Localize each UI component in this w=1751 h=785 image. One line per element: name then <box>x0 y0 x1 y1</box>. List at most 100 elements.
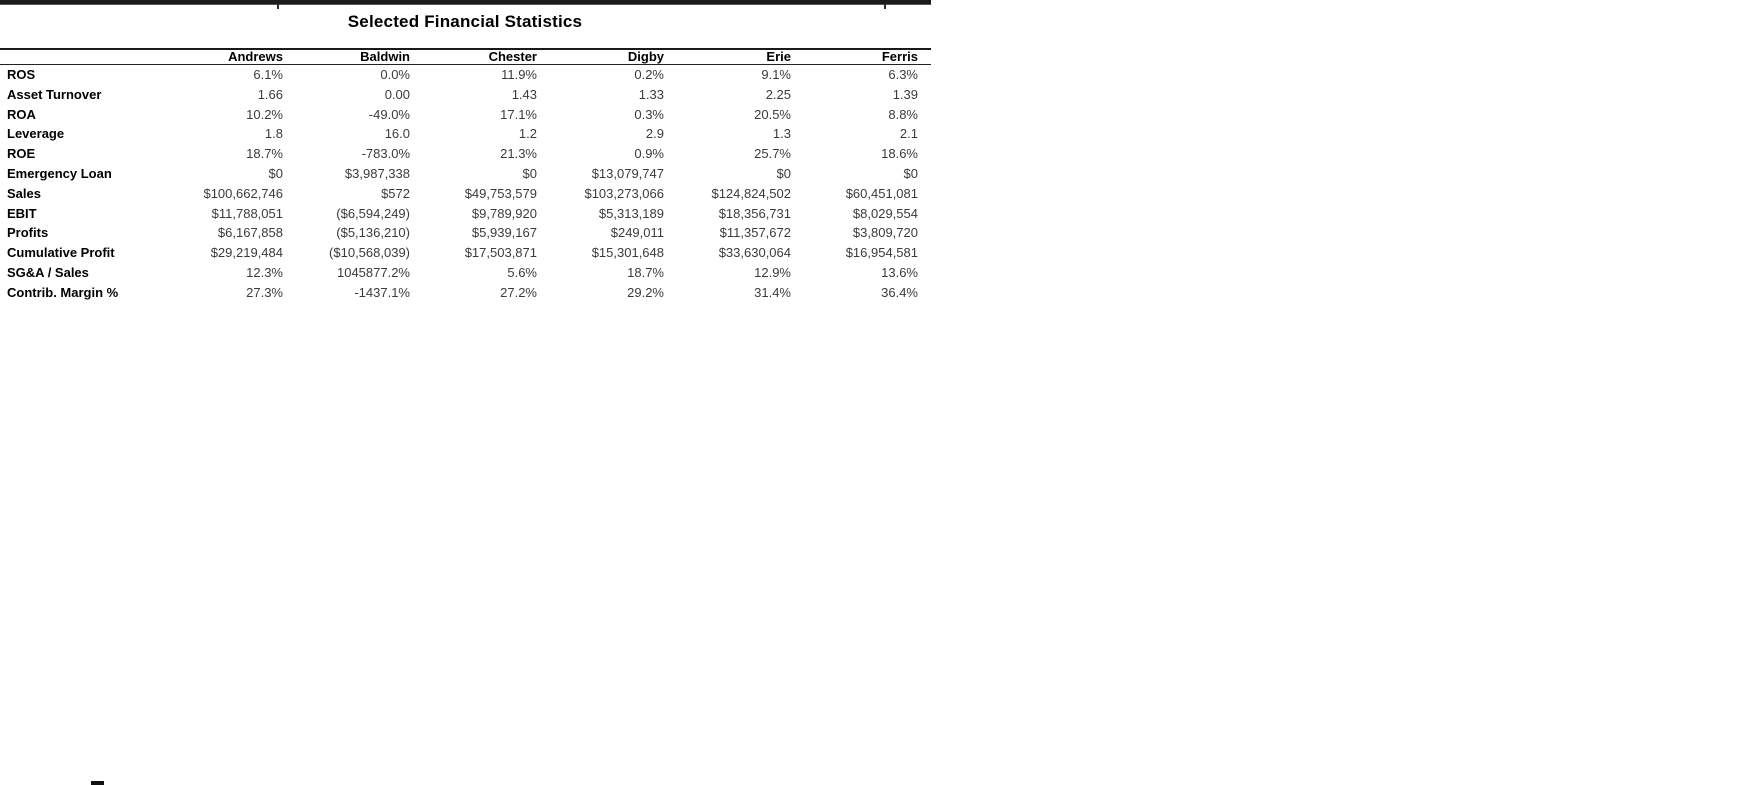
row-label: EBIT <box>7 205 37 221</box>
cell-value: $33,630,064 <box>718 245 791 261</box>
row-label: ROA <box>7 106 36 122</box>
column-divider-tick <box>884 4 886 9</box>
table-row: Emergency Loan $0 $3,987,338 $0 $13,079,747 $… <box>0 164 931 184</box>
cell-value: $0 <box>903 165 918 181</box>
row-label: Sales <box>7 185 41 201</box>
financial-statistics-table: Andrews Baldwin Chester Digby Erie Ferris ROS… <box>0 50 931 303</box>
row-label: ROS <box>7 67 36 82</box>
cell-value: $15,301,648 <box>591 245 664 261</box>
cell-value: $0 <box>268 165 283 181</box>
cell-value: $16,954,581 <box>845 245 918 261</box>
table-row: Contrib. Margin % 27.3% -1437.1% 27.2% 29.2%… <box>0 283 931 303</box>
cell-value: $60,451,081 <box>845 185 918 201</box>
cell-value: 0.9% <box>634 146 664 162</box>
cell-value: $0 <box>522 165 537 181</box>
company-column-header: Erie <box>677 50 804 65</box>
row-label-header <box>0 50 169 65</box>
cell-value: 18.6% <box>881 146 918 162</box>
cell-value: $29,219,484 <box>210 245 283 261</box>
row-label: SG&A / Sales <box>7 264 89 280</box>
cell-value: 1.43 <box>511 86 537 102</box>
cell-value: 0.00 <box>384 86 410 102</box>
row-label: Leverage <box>7 126 65 142</box>
cell-value: 18.7% <box>627 264 664 280</box>
company-column-header: Digby <box>550 50 677 65</box>
cell-value: 6.1% <box>253 67 283 82</box>
cell-value: $13,079,747 <box>591 165 664 181</box>
cell-value: 1.2 <box>518 126 537 142</box>
cell-value: 29.2% <box>627 284 664 300</box>
table-row: ROA 10.2% -49.0% 17.1% 0.3% 20.5% 8.8% <box>0 105 931 125</box>
cell-value: 10.2% <box>246 106 283 122</box>
cell-value: 0.3% <box>634 106 664 122</box>
row-label: Asset Turnover <box>7 86 102 102</box>
cell-value: 13.6% <box>881 264 918 280</box>
cell-value: $5,313,189 <box>598 205 664 221</box>
cell-value: -1437.1% <box>354 284 410 300</box>
cell-value: 8.8% <box>888 106 918 122</box>
cell-value: $249,011 <box>610 225 664 241</box>
company-column-header: Ferris <box>804 50 931 65</box>
cell-value: $9,789,920 <box>471 205 537 221</box>
cell-value: $5,939,167 <box>471 225 537 241</box>
cell-value: 25.7% <box>754 146 791 162</box>
cell-value: $103,273,066 <box>584 185 664 201</box>
cell-value: 0.2% <box>634 67 664 82</box>
table-row: Cumulative Profit $29,219,484 ($10,568,039… <box>0 243 931 263</box>
cell-value: 12.9% <box>754 264 791 280</box>
cell-value: 2.9 <box>645 126 664 142</box>
cell-value: 9.1% <box>761 67 791 82</box>
cell-value: 16.0 <box>384 126 410 142</box>
cell-value: -783.0% <box>361 146 410 162</box>
cell-value: $6,167,858 <box>217 225 283 241</box>
cell-value: 1.3 <box>772 126 791 142</box>
company-column-header: Andrews <box>169 50 296 65</box>
row-label: Profits <box>7 225 49 241</box>
cell-value: 0.0% <box>380 67 410 82</box>
row-label: Contrib. Margin % <box>7 284 119 300</box>
company-column-header: Baldwin <box>296 50 423 65</box>
header-row: Andrews Baldwin Chester Digby Erie Ferris <box>0 50 931 65</box>
cell-value: 1.8 <box>264 126 283 142</box>
cell-value: 18.7% <box>246 146 283 162</box>
cell-value: 20.5% <box>754 106 791 122</box>
title-divider-rule <box>0 48 931 50</box>
page-title: Selected Financial Statistics <box>347 12 583 31</box>
cell-value: 27.3% <box>246 284 283 300</box>
cell-value: $0 <box>776 165 791 181</box>
cell-value: 11.9% <box>501 67 537 82</box>
cell-value: 12.3% <box>246 264 283 280</box>
cell-value: 5.6% <box>507 264 537 280</box>
company-column-header: Chester <box>423 50 550 65</box>
cell-value: 1.39 <box>892 86 918 102</box>
table-row: EBIT $11,788,051 ($6,594,249) $9,789,920 $5,… <box>0 204 931 224</box>
cell-value: 36.4% <box>881 284 918 300</box>
cell-value: $17,503,871 <box>464 245 537 261</box>
cell-value: 1045877.2% <box>336 264 410 280</box>
cell-value: 6.3% <box>888 67 918 82</box>
cell-value: 2.1 <box>899 126 918 142</box>
cell-value: -49.0% <box>368 106 410 122</box>
cell-value: 1.33 <box>638 86 664 102</box>
cell-value: 2.25 <box>765 86 791 102</box>
table-body: ROS 6.1% 0.0% 11.9% 0.2% 9.1% 6.3% Asset Turnov… <box>0 65 931 303</box>
cell-value: 17.1% <box>500 106 537 122</box>
cell-value: 31.4% <box>754 284 791 300</box>
table-row: ROS 6.1% 0.0% 11.9% 0.2% 9.1% 6.3% <box>0 65 931 85</box>
cell-value: $49,753,579 <box>464 185 537 201</box>
cell-value: $124,824,502 <box>711 185 791 201</box>
table-row: Sales $100,662,746 $572 $49,753,579 $103,273… <box>0 184 931 204</box>
cell-value: $18,356,731 <box>718 205 791 221</box>
column-divider-tick <box>277 4 279 9</box>
row-label: Cumulative Profit <box>7 245 115 261</box>
cell-value: $100,662,746 <box>203 185 283 201</box>
cell-value: $3,987,338 <box>344 165 410 181</box>
cell-value: $572 <box>381 185 410 201</box>
row-label: Emergency Loan <box>7 165 112 181</box>
cell-value: ($6,594,249) <box>336 205 410 221</box>
table-row: Leverage 1.8 16.0 1.2 2.9 1.3 2.1 <box>0 124 931 144</box>
table-row: Asset Turnover 1.66 0.00 1.43 1.33 2.25 1.39 <box>0 85 931 105</box>
cell-value: $3,809,720 <box>852 225 918 241</box>
table-row: Profits $6,167,858 ($5,136,210) $5,939,167 $… <box>0 223 931 243</box>
table-row: SG&A / Sales 12.3% 1045877.2% 5.6% 18.7% 12.9… <box>0 263 931 283</box>
